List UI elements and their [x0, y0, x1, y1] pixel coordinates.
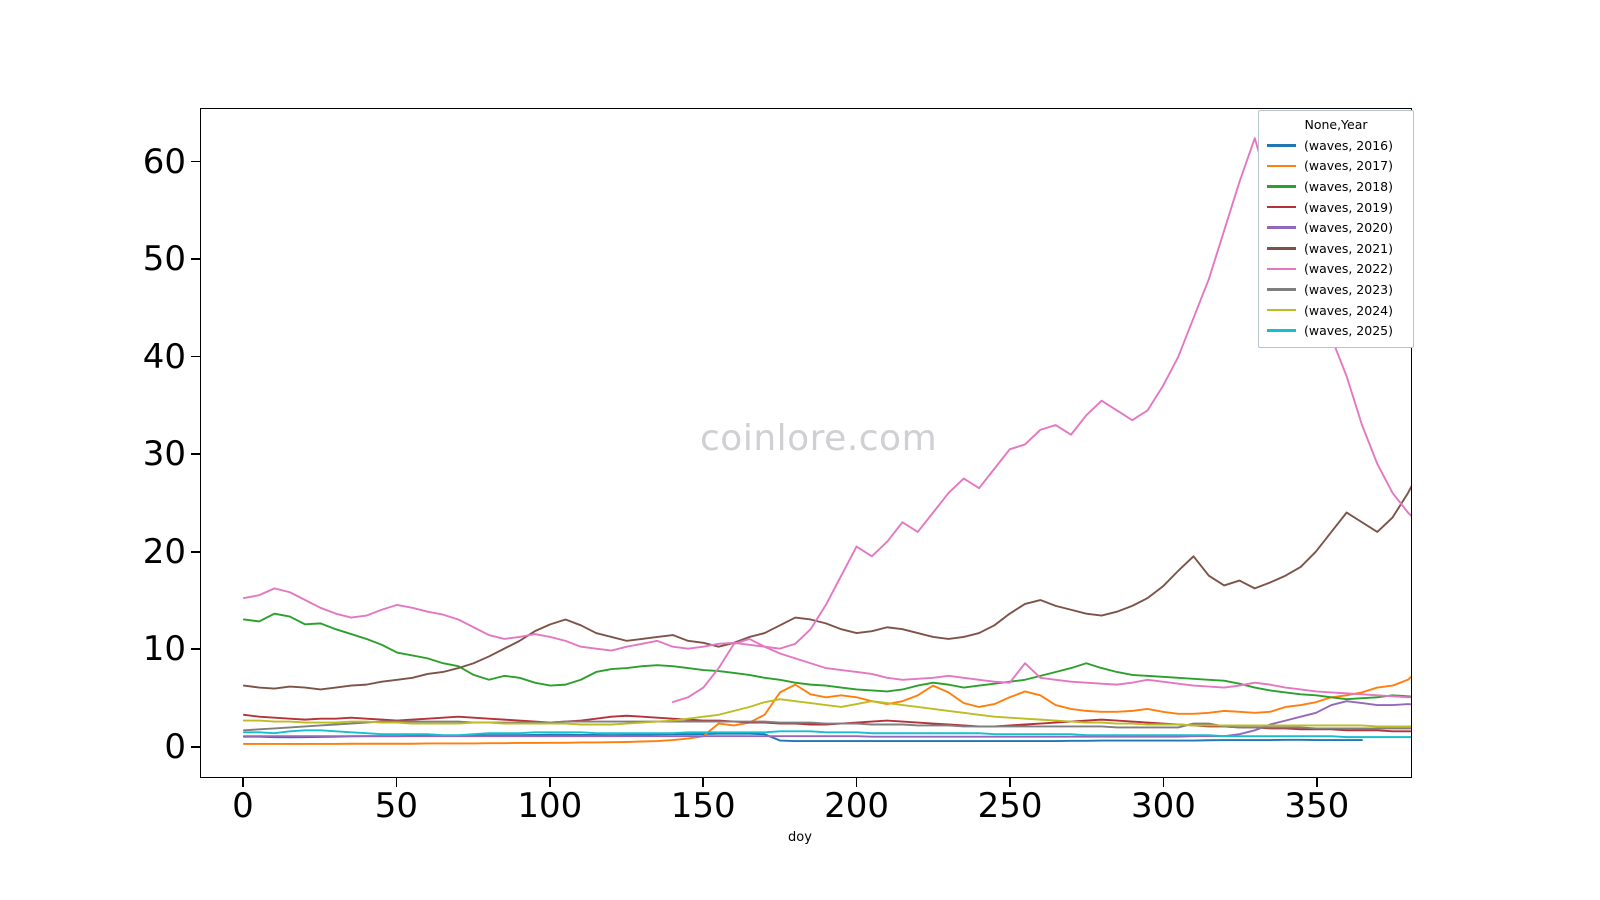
- y-tick-mark: [191, 160, 200, 163]
- legend-item[interactable]: (waves, 2025): [1267, 320, 1405, 341]
- x-tick-mark: [1316, 778, 1318, 787]
- legend-color-swatch: [1267, 246, 1296, 250]
- x-tick-label: 200: [824, 786, 890, 826]
- x-tick-label: 0: [232, 786, 254, 826]
- x-tick-mark: [395, 778, 398, 787]
- x-axis-title: doy: [788, 830, 812, 845]
- legend-label: (waves, 2017): [1304, 158, 1393, 174]
- legend-color-swatch: [1267, 164, 1296, 168]
- legend-color-swatch: [1267, 205, 1296, 209]
- legend-item[interactable]: (waves, 2023): [1267, 279, 1405, 300]
- legend-item[interactable]: (waves, 2016): [1267, 135, 1405, 156]
- series-line: [242, 137, 1411, 652]
- x-tick-mark: [242, 778, 244, 787]
- legend-color-swatch: [1267, 288, 1296, 291]
- legend-color-swatch: [1267, 329, 1296, 332]
- series-line: [242, 729, 1411, 739]
- legend-item[interactable]: (waves, 2017): [1267, 156, 1405, 177]
- series-line: [242, 485, 1411, 691]
- x-tick-label: 150: [670, 786, 736, 826]
- y-tick-label: 10: [142, 629, 186, 670]
- series-line: [242, 612, 1411, 701]
- y-tick-label: 30: [142, 434, 186, 475]
- x-tick-label: 350: [1284, 786, 1350, 826]
- plot-area: [200, 108, 1412, 778]
- legend-title: None,Year: [1304, 117, 1368, 132]
- x-tick-label: 250: [977, 786, 1043, 826]
- legend-color-swatch: [1267, 267, 1296, 271]
- legend-color-swatch: [1267, 308, 1296, 312]
- legend-item[interactable]: (waves, 2021): [1267, 238, 1405, 259]
- chart-legend: None,Year (waves, 2016) (waves, 2017) (wav…: [1258, 110, 1414, 348]
- legend-label: (waves, 2018): [1304, 178, 1393, 194]
- legend-item[interactable]: (waves, 2018): [1267, 176, 1405, 197]
- y-tick-label: 0: [164, 726, 186, 767]
- legend-item[interactable]: (waves, 2020): [1267, 217, 1405, 238]
- series-line: [242, 700, 1411, 738]
- legend-label: (waves, 2020): [1304, 220, 1393, 236]
- y-tick-label: 60: [142, 141, 186, 182]
- x-tick-mark: [855, 778, 858, 787]
- x-tick-label: 50: [374, 786, 418, 826]
- y-tick-mark: [191, 648, 200, 651]
- y-tick-mark: [191, 453, 200, 455]
- legend-label: (waves, 2021): [1304, 240, 1393, 256]
- legend-item[interactable]: (waves, 2019): [1267, 197, 1405, 218]
- x-tick-mark: [1009, 778, 1011, 787]
- legend-color-swatch: [1267, 226, 1296, 229]
- legend-item[interactable]: (waves, 2022): [1267, 259, 1405, 280]
- legend-color-swatch: [1267, 144, 1296, 147]
- legend-label: (waves, 2019): [1304, 199, 1393, 215]
- legend-label: (waves, 2016): [1304, 137, 1393, 153]
- legend-color-swatch: [1267, 185, 1296, 188]
- legend-label: (waves, 2023): [1304, 281, 1393, 297]
- y-tick-mark: [191, 745, 200, 748]
- y-tick-label: 40: [142, 336, 186, 377]
- y-tick-mark: [191, 550, 200, 553]
- series-line: [242, 720, 1411, 732]
- legend-label: (waves, 2024): [1304, 302, 1393, 318]
- legend-label: (waves, 2022): [1304, 261, 1393, 277]
- y-tick-label: 50: [142, 239, 186, 280]
- series-lines: [242, 137, 1411, 745]
- series-line: [242, 713, 1411, 733]
- x-tick-label: 100: [517, 786, 583, 826]
- series-line: [671, 637, 1411, 704]
- x-tick-mark: [548, 778, 551, 787]
- x-tick-mark: [702, 778, 704, 787]
- legend-label: (waves, 2025): [1304, 323, 1393, 339]
- y-tick-mark: [191, 355, 200, 358]
- legend-rows: (waves, 2016) (waves, 2017) (waves, 2018) (…: [1267, 135, 1405, 341]
- x-tick-label: 300: [1131, 786, 1196, 826]
- legend-item[interactable]: (waves, 2024): [1267, 300, 1405, 321]
- series-line: [242, 698, 1411, 728]
- y-tick-mark: [191, 258, 200, 260]
- x-tick-mark: [1162, 778, 1165, 787]
- y-tick-label: 20: [142, 531, 186, 572]
- watermark: coinlore.com: [700, 418, 938, 459]
